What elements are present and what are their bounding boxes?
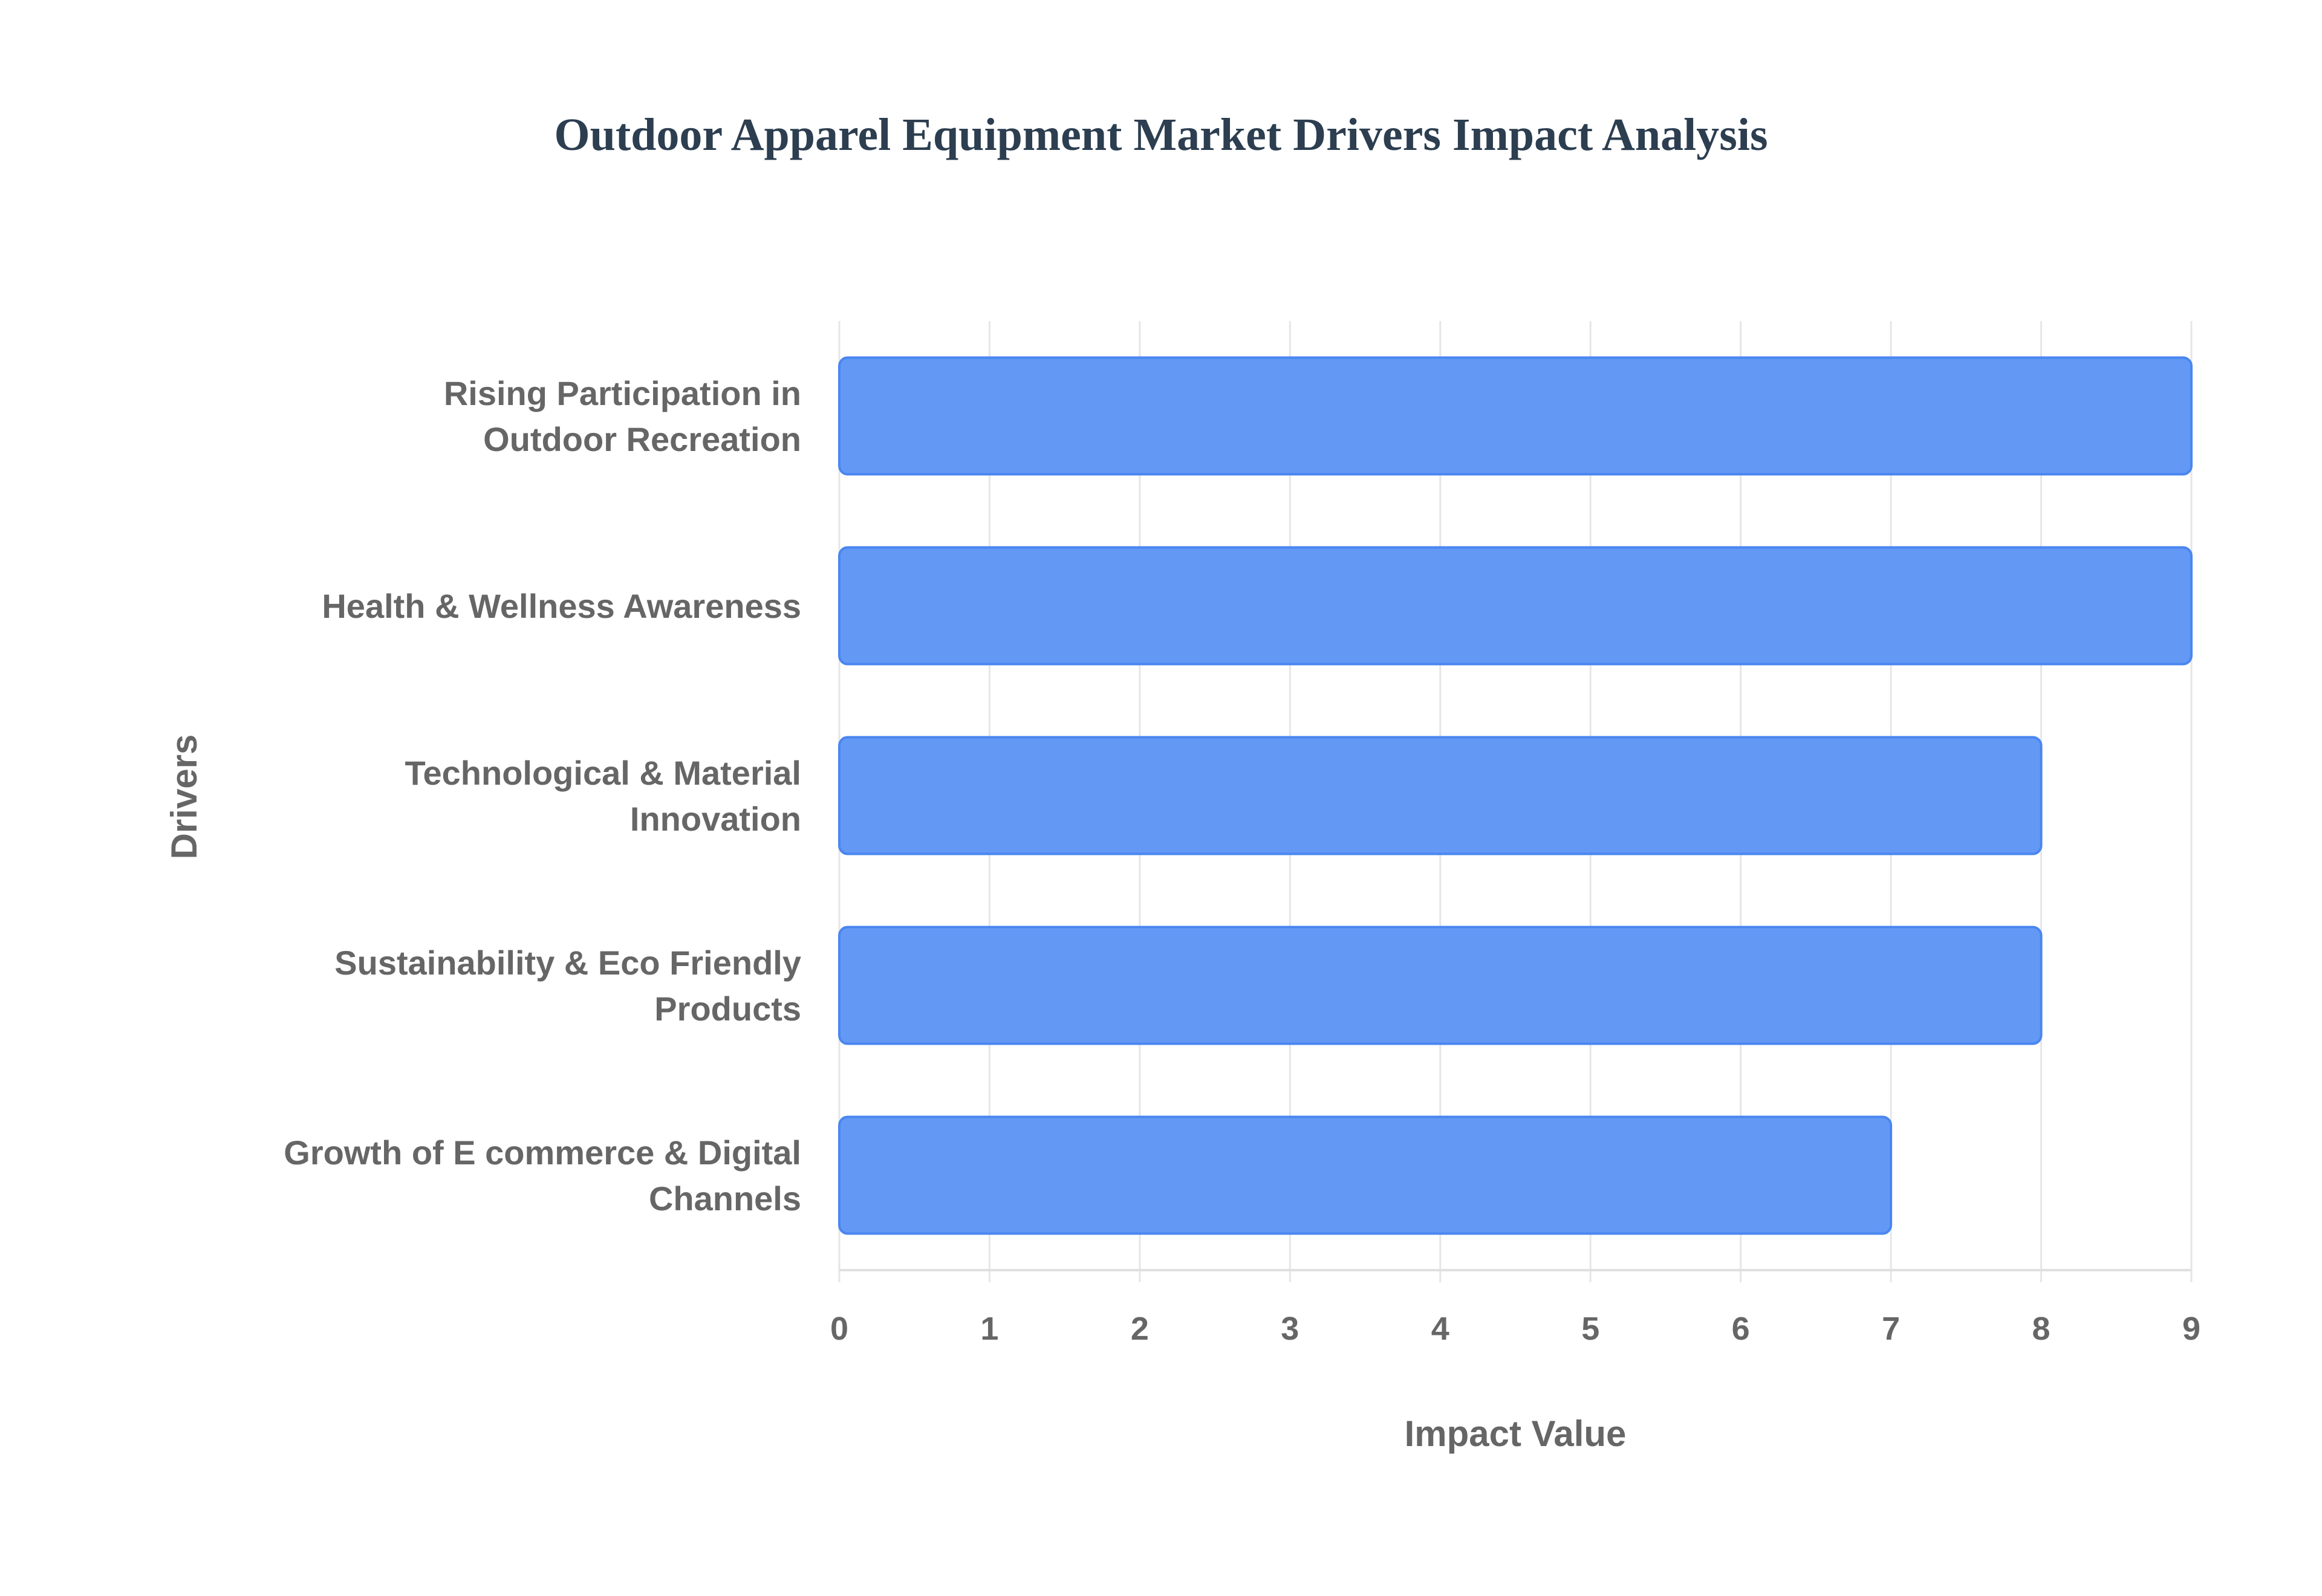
category-label-line: Rising Participation in (444, 374, 801, 412)
x-tick-label: 7 (1882, 1311, 1900, 1347)
category-label: Growth of E commerce & Digital Channels (284, 1134, 801, 1218)
x-axis-title: Impact Value (1405, 1413, 1627, 1454)
category-label: Sustainability & Eco Friendly Products (334, 944, 801, 1028)
category-label-line: Sustainability & Eco Friendly (334, 944, 801, 982)
bar (838, 926, 2043, 1045)
x-tick-label: 5 (1581, 1311, 1599, 1347)
category-label: Health & Wellness Awareness (322, 587, 801, 625)
category-label: Technological & Material Innovation (405, 754, 801, 838)
category-label-line: Innovation (630, 800, 801, 838)
x-tick-label: 9 (2182, 1311, 2200, 1347)
x-tick-label: 0 (830, 1311, 848, 1347)
y-axis-title: Drivers (164, 735, 204, 860)
category-label-line: Channels (649, 1179, 801, 1218)
category-label-line: Health & Wellness Awareness (322, 587, 801, 625)
bar (838, 356, 2193, 476)
category-label-line: Growth of E commerce & Digital (284, 1134, 801, 1172)
x-tick-label: 4 (1431, 1311, 1449, 1347)
bar (838, 546, 2193, 666)
bar (838, 736, 2043, 855)
x-tick-label: 8 (2032, 1311, 2050, 1347)
x-tick-label: 3 (1281, 1311, 1299, 1347)
category-label: Rising Participation in Outdoor Recreatio… (444, 374, 801, 458)
category-label-line: Technological & Material (405, 754, 801, 792)
bar (838, 1115, 1893, 1235)
x-tick-label: 6 (1732, 1311, 1750, 1347)
category-label-line: Products (654, 990, 801, 1028)
category-label-line: Outdoor Recreation (483, 420, 801, 458)
x-tick-label: 1 (980, 1311, 998, 1347)
chart-title: Outdoor Apparel Equipment Market Drivers… (554, 109, 1768, 160)
x-tick-label: 2 (1131, 1311, 1149, 1347)
